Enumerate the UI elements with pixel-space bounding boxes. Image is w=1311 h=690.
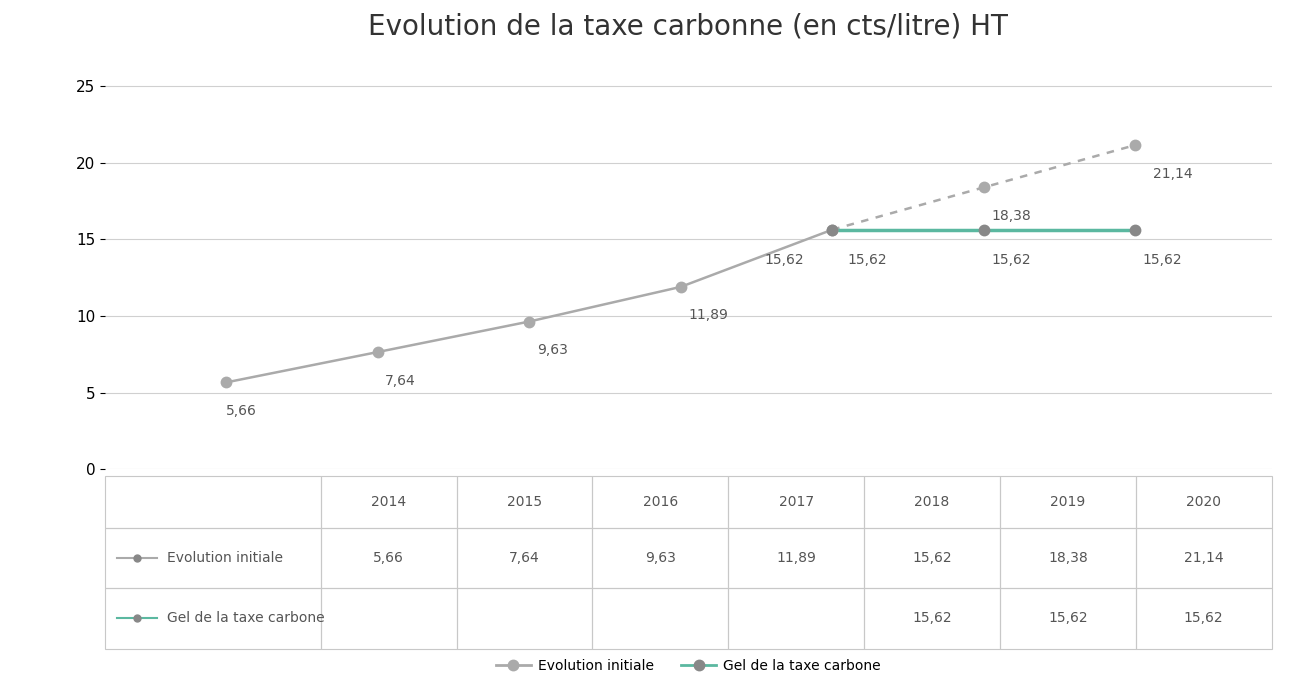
Bar [864,528,1000,588]
Text: 21,14: 21,14 [1184,551,1223,565]
Text: 9,63: 9,63 [536,343,568,357]
Text: 7,64: 7,64 [509,551,540,565]
Text: 15,62: 15,62 [1184,611,1223,625]
Text: 2015: 2015 [507,495,541,509]
Bar [1135,588,1272,649]
Bar [1135,528,1272,588]
Text: 15,62: 15,62 [991,253,1030,267]
Text: 11,89: 11,89 [688,308,728,322]
Bar [729,476,864,528]
Text: 7,64: 7,64 [385,373,416,388]
Text: 11,89: 11,89 [776,551,817,565]
Title: Evolution de la taxe carbonne (en cts/litre) HT: Evolution de la taxe carbonne (en cts/li… [368,12,1008,41]
Bar [321,476,456,528]
Bar [456,528,593,588]
Text: 2018: 2018 [915,495,949,509]
Text: 9,63: 9,63 [645,551,675,565]
Bar [729,588,864,649]
Text: 15,62: 15,62 [912,611,952,625]
Bar [321,528,456,588]
Text: 21,14: 21,14 [1154,166,1193,181]
Bar [864,588,1000,649]
Text: 2019: 2019 [1050,495,1086,509]
Bar [593,528,729,588]
Bar [864,476,1000,528]
Bar [105,588,321,649]
Bar [593,588,729,649]
Text: 2017: 2017 [779,495,814,509]
Text: 15,62: 15,62 [764,253,804,267]
Bar [456,588,593,649]
Text: 18,38: 18,38 [1047,551,1088,565]
Bar [729,528,864,588]
Bar [1000,476,1135,528]
Text: 15,62: 15,62 [912,551,952,565]
Bar [1000,588,1135,649]
Text: 15,62: 15,62 [847,253,888,267]
Bar [1000,528,1135,588]
Text: 5,66: 5,66 [374,551,404,565]
Bar [105,528,321,588]
Text: 15,62: 15,62 [1143,253,1183,267]
Text: 2014: 2014 [371,495,406,509]
Legend: Evolution initiale, Gel de la taxe carbone: Evolution initiale, Gel de la taxe carbo… [490,653,886,678]
Text: 18,38: 18,38 [991,209,1030,223]
Bar [105,476,321,528]
Text: 15,62: 15,62 [1047,611,1088,625]
Bar [321,588,456,649]
Text: 5,66: 5,66 [225,404,257,418]
Text: Evolution initiale: Evolution initiale [166,551,283,565]
Bar [593,476,729,528]
Bar [456,476,593,528]
Text: 2016: 2016 [642,495,678,509]
Bar [1135,476,1272,528]
Text: 2020: 2020 [1186,495,1222,509]
Text: Gel de la taxe carbone: Gel de la taxe carbone [166,611,324,625]
